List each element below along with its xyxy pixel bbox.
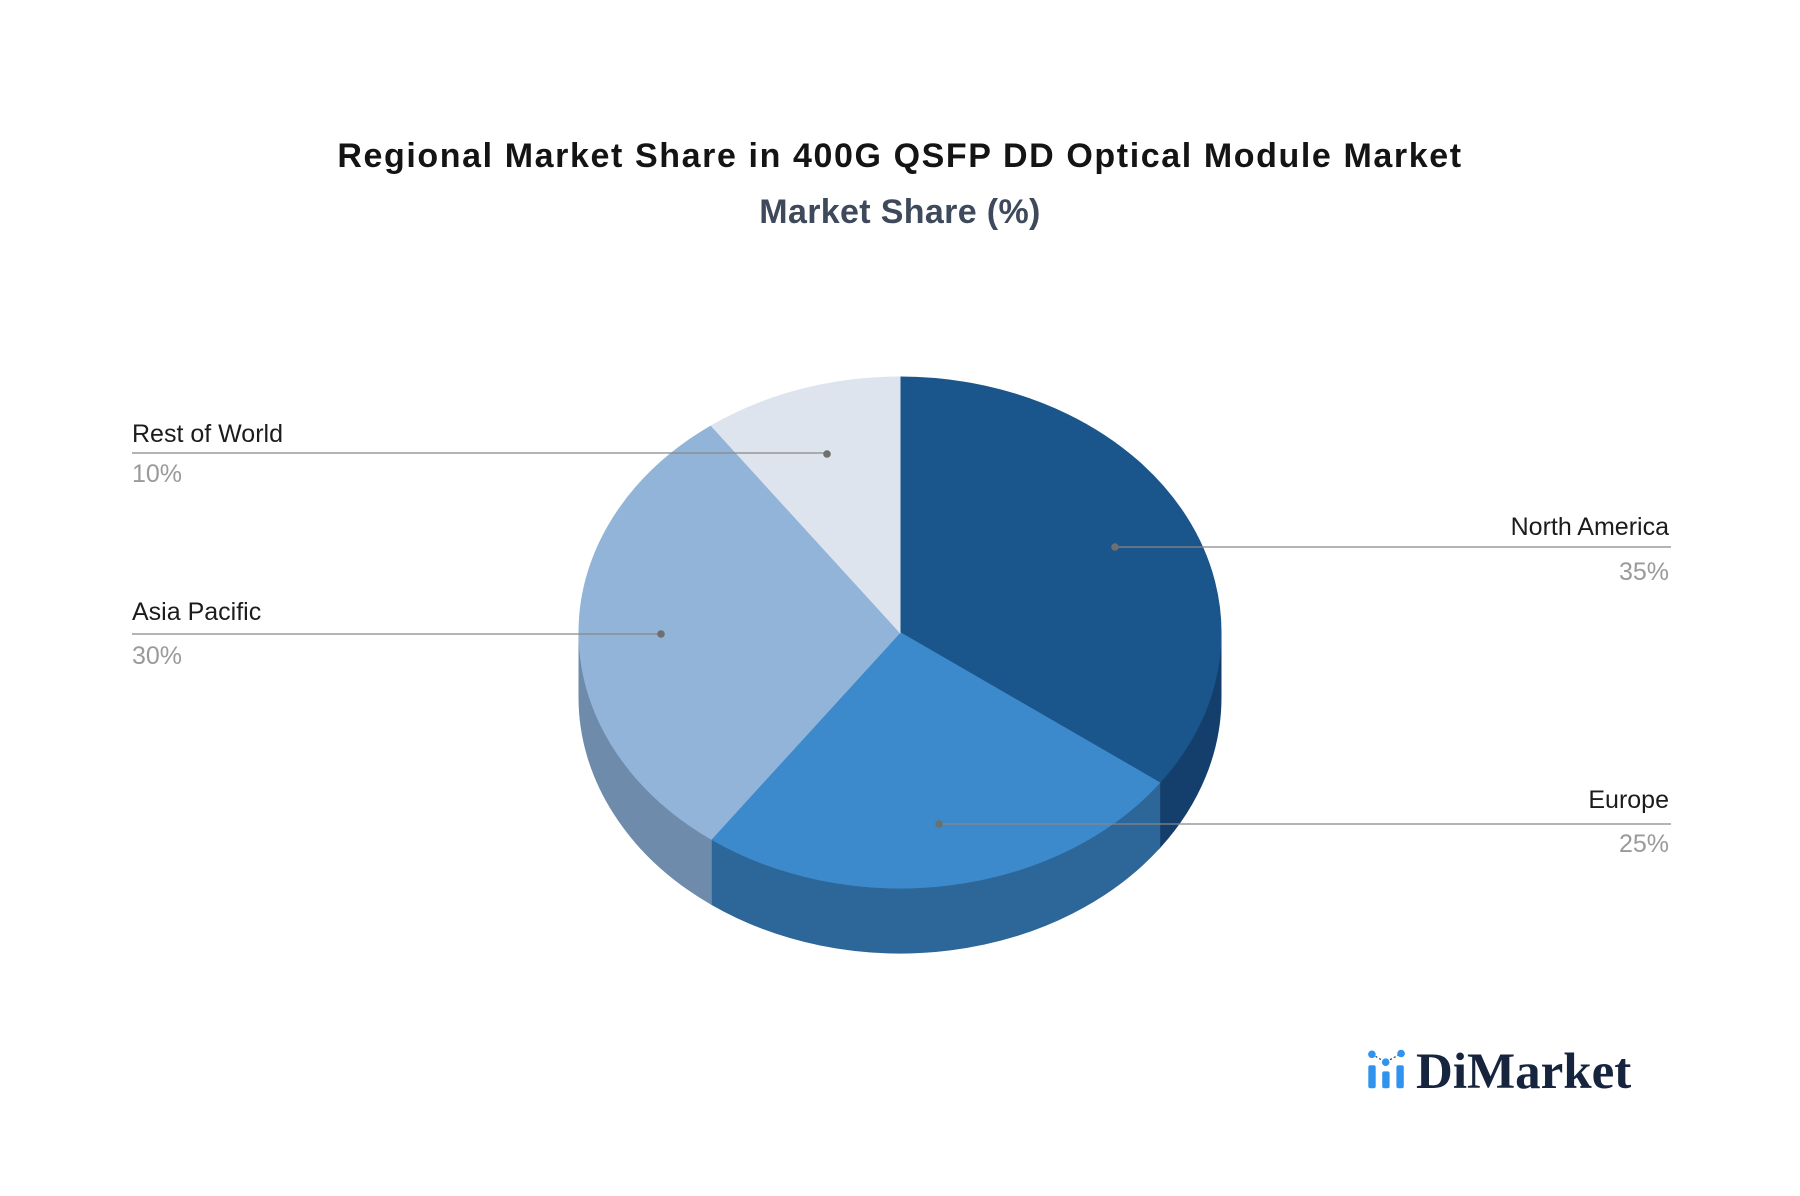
svg-text:North America: North America [1511, 513, 1669, 541]
svg-text:Regional Market Share in 400G: Regional Market Share in 400G QSFP DD Op… [337, 137, 1462, 175]
svg-text:Rest of World: Rest of World [132, 420, 283, 448]
svg-text:DiMarket: DiMarket [1416, 1044, 1631, 1100]
svg-text:Europe: Europe [1588, 786, 1669, 814]
svg-text:10%: 10% [132, 460, 182, 488]
svg-text:30%: 30% [132, 642, 182, 670]
svg-text:35%: 35% [1619, 558, 1669, 586]
svg-text:Market Share (%): Market Share (%) [759, 193, 1040, 231]
svg-text:Asia Pacific: Asia Pacific [132, 598, 261, 626]
svg-text:25%: 25% [1619, 830, 1669, 858]
